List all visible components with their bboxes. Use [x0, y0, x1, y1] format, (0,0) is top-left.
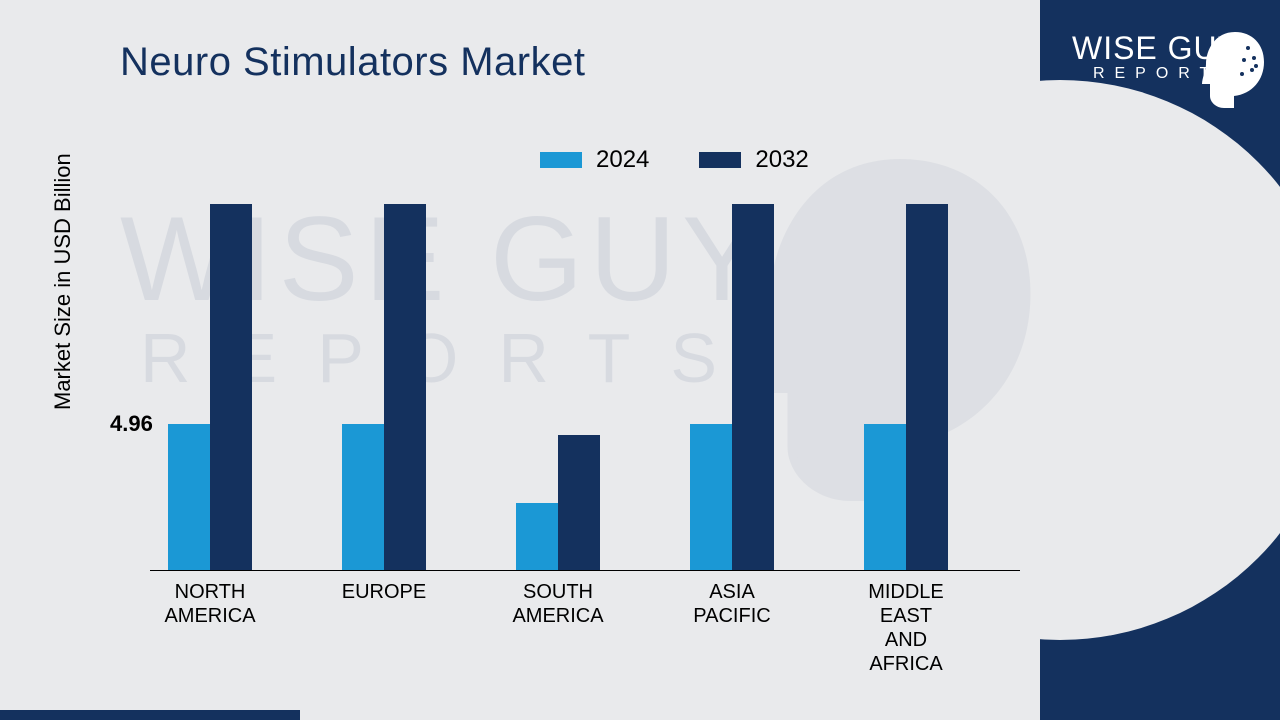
- bar: [210, 204, 252, 570]
- bar: [558, 435, 600, 570]
- chart-title: Neuro Stimulators Market: [120, 40, 585, 85]
- y-axis-label: Market Size in USD Billion: [50, 153, 76, 410]
- bar: [690, 424, 732, 570]
- logo-line1: WISE GUY: [1072, 30, 1240, 67]
- bar: [168, 424, 210, 570]
- plot-region: [150, 160, 1020, 570]
- x-axis-label: NORTHAMERICA: [135, 580, 285, 628]
- x-axis-label: EUROPE: [309, 580, 459, 604]
- bottom-accent-bar: [0, 710, 300, 720]
- page-root: Neuro Stimulators Market WISE GUY REPORT…: [0, 0, 1280, 720]
- x-axis-label: SOUTHAMERICA: [483, 580, 633, 628]
- brand-logo: WISE GUY REPORTS: [1072, 30, 1240, 83]
- logo-line2: REPORTS: [1072, 65, 1240, 83]
- bar: [384, 204, 426, 570]
- bar: [732, 204, 774, 570]
- y-axis-tick-label: 4.96: [110, 411, 153, 437]
- x-axis-label: MIDDLEEASTANDAFRICA: [831, 580, 981, 676]
- x-axis-line: [150, 570, 1020, 571]
- bar: [342, 424, 384, 570]
- chart-area: Market Size in USD Billion 4.96 NORTHAME…: [60, 160, 1020, 660]
- bar: [864, 424, 906, 570]
- bar: [906, 204, 948, 570]
- bar: [516, 503, 558, 570]
- x-axis-label: ASIAPACIFIC: [657, 580, 807, 628]
